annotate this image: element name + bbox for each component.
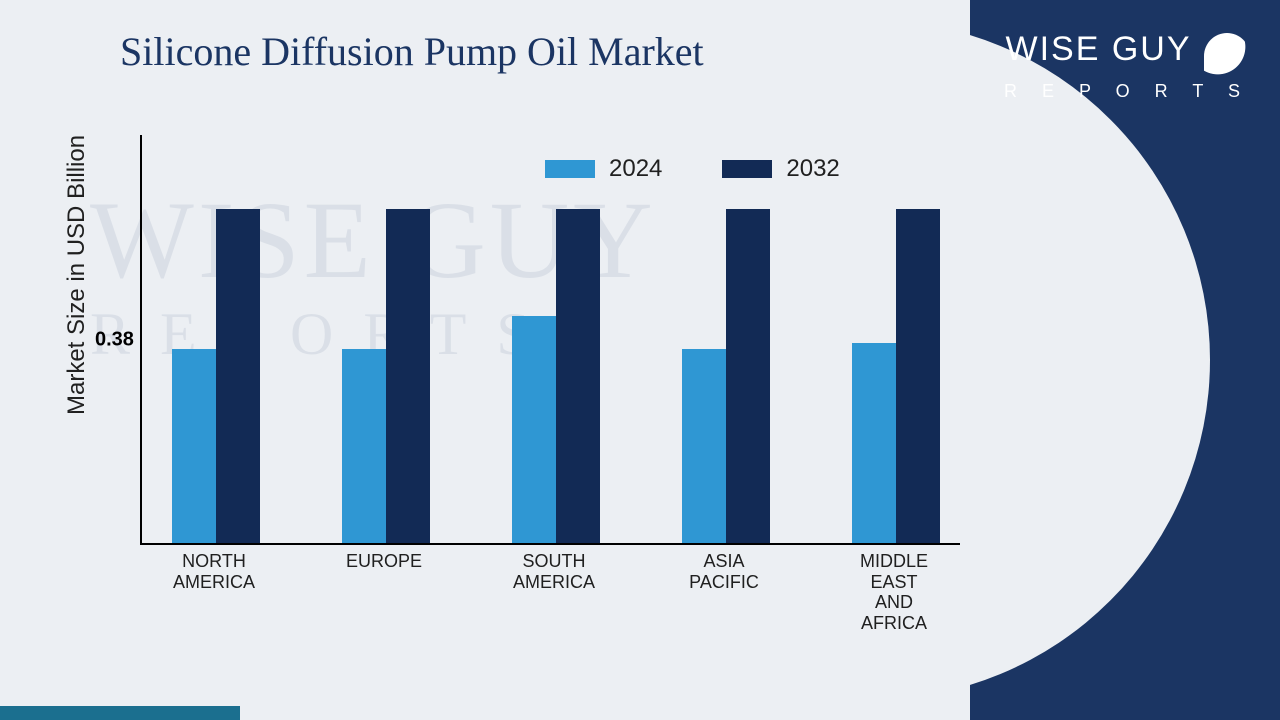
- brand-head-icon: [1204, 33, 1250, 79]
- bar-2024: [512, 316, 556, 543]
- page-root: WISE GUY R E P O R T S Silicone Diffusio…: [0, 0, 1280, 720]
- x-label: ASIAPACIFIC: [654, 551, 794, 592]
- brand-logo: WISE GUY R E P O R T S: [1004, 30, 1250, 102]
- y-axis-label: Market Size in USD Billion: [63, 135, 91, 415]
- y-tick-038: 0.38: [95, 329, 134, 352]
- bar-2024: [852, 343, 896, 543]
- bottom-accent-bar: [0, 706, 240, 720]
- bar-2032: [216, 209, 260, 543]
- bar-2024: [682, 349, 726, 543]
- bar-2032: [556, 209, 600, 543]
- bar-2024: [342, 349, 386, 543]
- bar-2032: [726, 209, 770, 543]
- chart-title: Silicone Diffusion Pump Oil Market: [120, 28, 704, 75]
- x-label: NORTHAMERICA: [144, 551, 284, 592]
- x-label: EUROPE: [314, 551, 454, 572]
- bar-2024: [172, 349, 216, 543]
- bar-2032: [896, 209, 940, 543]
- bar-2032: [386, 209, 430, 543]
- brand-line2: R E P O R T S: [1004, 81, 1250, 102]
- x-label: MIDDLEEASTANDAFRICA: [824, 551, 964, 634]
- chart-area: Market Size in USD Billion 2024 2032 0.3…: [55, 135, 960, 695]
- brand-line1: WISE GUY: [1006, 30, 1192, 68]
- x-label: SOUTHAMERICA: [484, 551, 624, 592]
- plot-region: [140, 135, 960, 545]
